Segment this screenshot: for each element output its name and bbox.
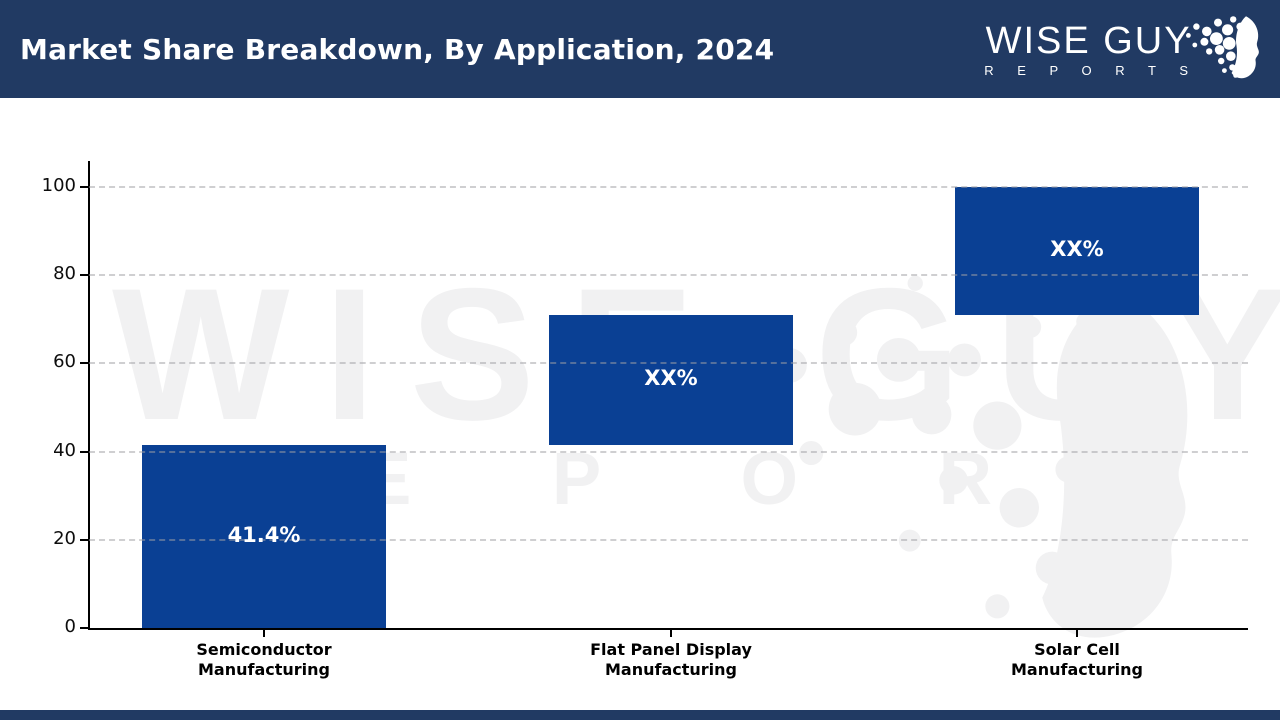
y-tick-mark-40 — [80, 450, 88, 453]
y-tick-mark-0 — [80, 627, 88, 629]
watermark-face-pattern — [771, 275, 1188, 638]
logo-wordmark-line1: WISE GUY — [985, 19, 1192, 62]
x-tick-mark-3 — [1076, 630, 1078, 637]
bar-2 — [549, 314, 793, 446]
category-label-line: Flat Panel Display — [590, 640, 752, 659]
category-label-line: Semiconductor — [196, 640, 332, 659]
header-bar: Market Share Breakdown, By Application, … — [0, 0, 1280, 98]
y-tick-label-40: 40 — [53, 439, 76, 461]
logo-wordmark-line2: R E P O R T S — [984, 62, 1198, 78]
category-label-line: Manufacturing — [605, 660, 737, 679]
category-label-3: Solar Cell Manufacturing — [917, 640, 1237, 680]
chart-area: WISE GUY R E P O R T S 02040608010041.4%… — [0, 98, 1280, 710]
y-tick-label-100: 100 — [41, 175, 76, 196]
y-tick-label-20: 20 — [53, 527, 76, 549]
category-label-line: Manufacturing — [1011, 660, 1143, 679]
gridline-60 — [89, 362, 1248, 365]
gridline-80 — [89, 274, 1248, 277]
x-tick-mark-2 — [670, 630, 672, 637]
y-tick-label-60: 60 — [53, 351, 76, 373]
gridline-20 — [89, 538, 1248, 541]
x-tick-mark-1 — [263, 630, 265, 637]
y-tick-mark-60 — [80, 362, 88, 365]
x-axis — [88, 628, 1248, 630]
logo-wordmark: WISE GUY R E P O R T S — [979, 22, 1198, 77]
category-label-line: Solar Cell — [1034, 640, 1120, 659]
wiseguy-logo: WISE GUY R E P O R T S — [979, 11, 1262, 87]
gridline-100 — [89, 186, 1248, 188]
footer-bar — [0, 710, 1280, 720]
y-tick-mark-20 — [80, 538, 88, 541]
y-tick-label-0: 0 — [64, 616, 76, 637]
bar-1 — [142, 445, 386, 628]
bar-value-label-1: 41.4% — [227, 522, 301, 547]
bar-value-label-2: XX% — [644, 366, 698, 391]
category-label-2: Flat Panel Display Manufacturing — [511, 640, 831, 680]
y-tick-mark-100 — [80, 186, 88, 188]
y-axis — [88, 161, 90, 630]
bar-3 — [955, 187, 1199, 315]
page-title: Market Share Breakdown, By Application, … — [20, 32, 775, 66]
y-tick-label-80: 80 — [53, 263, 76, 285]
logo-face-icon — [1186, 16, 1259, 79]
gridline-40 — [89, 450, 1248, 453]
y-tick-mark-80 — [80, 274, 88, 277]
category-label-1: Semiconductor Manufacturing — [104, 640, 424, 680]
category-label-line: Manufacturing — [198, 660, 330, 679]
bar-value-label-3: XX% — [1050, 236, 1104, 261]
